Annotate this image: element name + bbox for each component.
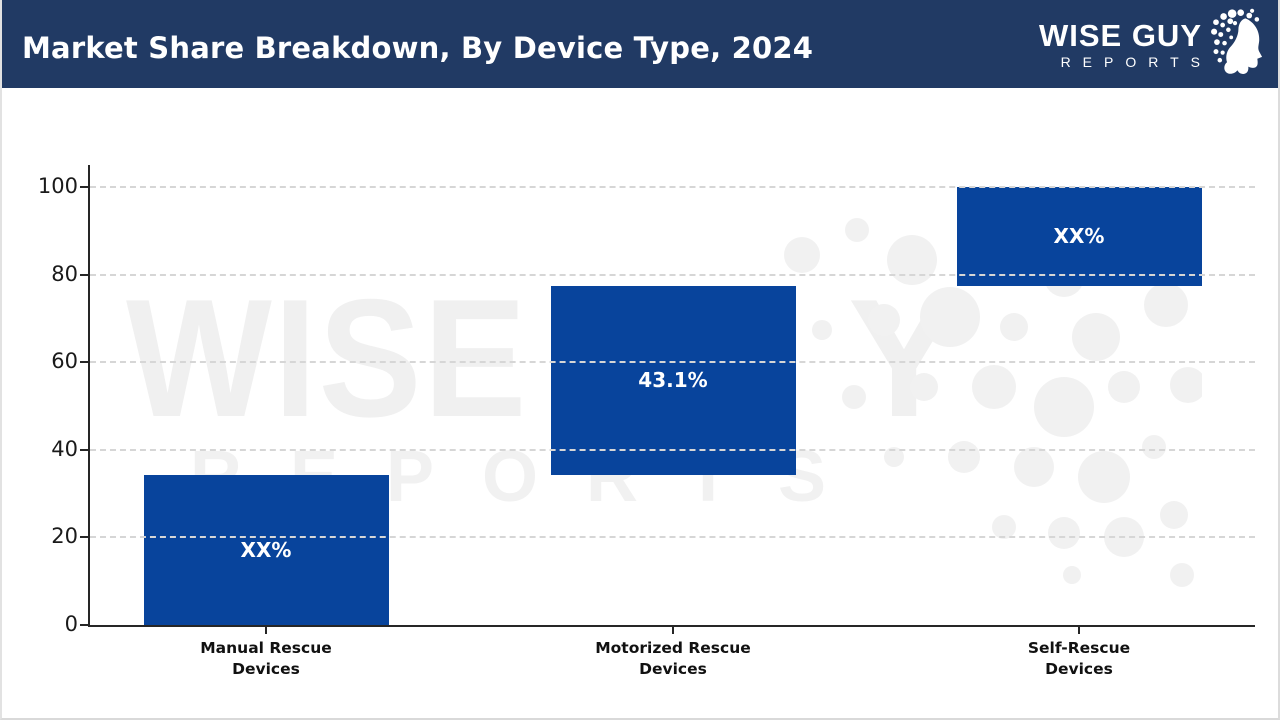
x-category-label-2: Motorized Rescue Devices <box>595 639 751 678</box>
x-category-label-3: Self-Rescue Devices <box>1027 639 1131 678</box>
y-tick-label: 60 <box>51 349 78 374</box>
x-tick-mark <box>672 627 674 634</box>
bar-label-2: 43.1% <box>638 368 708 393</box>
wise-guy-face-icon <box>1211 8 1263 74</box>
logo-text: WISE GUY REPORTS <box>1039 19 1202 71</box>
x-category-label-1: Manual Rescue Devices <box>200 639 332 678</box>
grid-line <box>90 361 1255 364</box>
grid-line <box>90 448 1255 451</box>
y-tick-mark <box>80 273 89 276</box>
x-axis-line <box>88 625 1255 627</box>
y-tick-label: 0 <box>64 612 78 636</box>
y-tick-mark <box>80 186 89 188</box>
y-tick-label: 80 <box>51 261 78 286</box>
y-tick-label: 40 <box>51 436 78 461</box>
x-tick-mark <box>1078 627 1080 634</box>
wise-guy-logo: WISE GUY REPORTS <box>1039 5 1264 83</box>
bar-label-1: XX% <box>240 537 292 562</box>
grid-line <box>90 273 1255 276</box>
grid-line <box>90 186 1255 188</box>
y-axis-line <box>88 165 90 627</box>
x-tick-mark <box>265 627 267 634</box>
bar-2: 43.1% <box>550 285 796 475</box>
bar-label-3: XX% <box>1053 224 1105 249</box>
grid-line <box>90 536 1255 539</box>
logo-name: WISE GUY <box>1038 18 1202 53</box>
y-tick-mark <box>80 361 89 364</box>
y-tick-label: 100 <box>37 174 78 198</box>
y-tick-mark <box>80 536 89 539</box>
y-tick-label: 20 <box>51 524 78 549</box>
y-tick-mark <box>80 448 89 451</box>
logo-tagline: REPORTS <box>1060 54 1212 70</box>
bar-1: XX% <box>143 474 389 625</box>
y-tick-mark <box>80 624 89 626</box>
page-title: Market Share Breakdown, By Device Type, … <box>22 31 814 65</box>
bar-3: XX% <box>956 187 1202 286</box>
header-bar: Market Share Breakdown, By Device Type, … <box>2 0 1278 88</box>
